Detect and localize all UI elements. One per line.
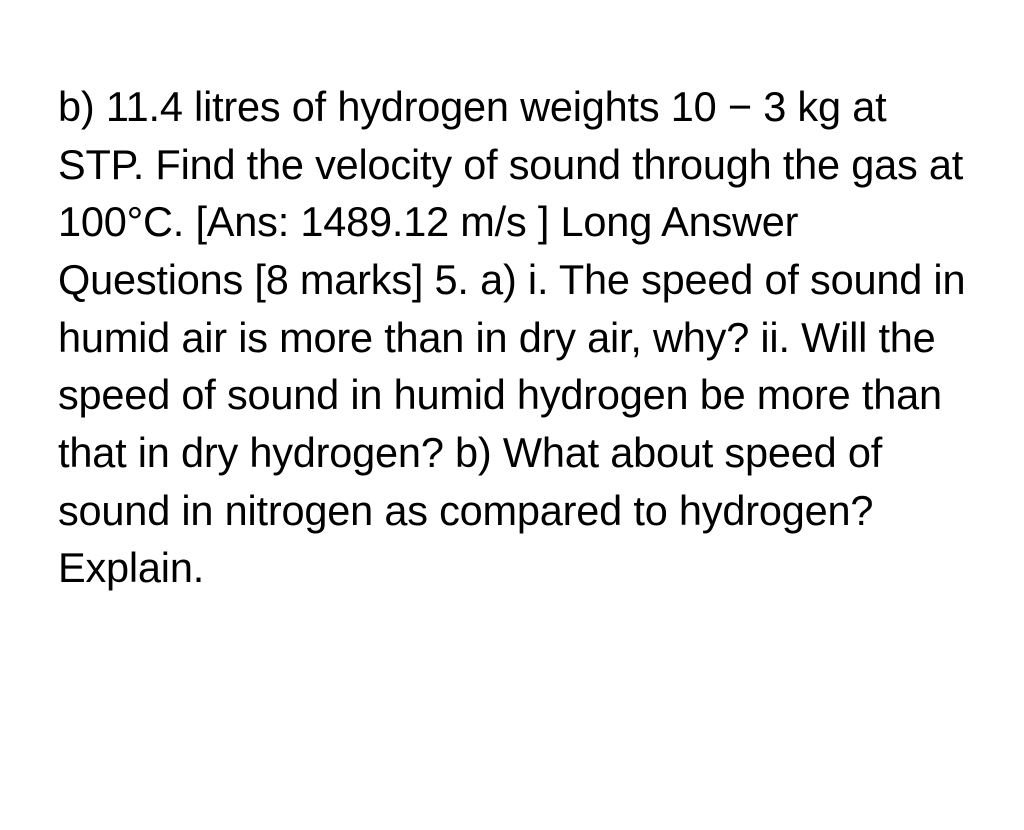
question-body: b) 11.4 litres of hydrogen weights 10 − … bbox=[58, 78, 966, 597]
